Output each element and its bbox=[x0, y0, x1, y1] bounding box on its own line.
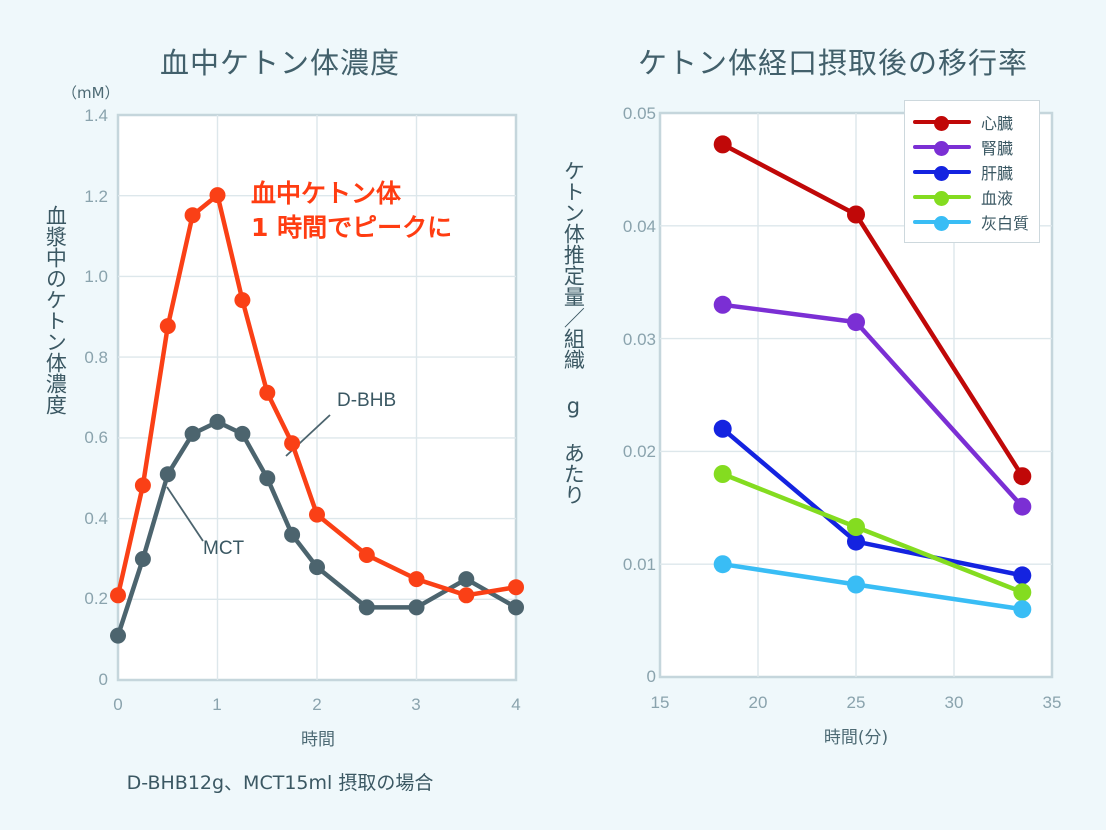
right-chart-legend: 心臓 腎臓 肝臓 血液 bbox=[904, 100, 1041, 243]
left-ytick-1.2: 1.2 bbox=[84, 187, 108, 206]
right-ytick-0.01: 0.01 bbox=[622, 555, 656, 574]
left-series-dbhb-points bbox=[110, 187, 524, 604]
right-ytick-0.03: 0.03 bbox=[622, 330, 656, 349]
left-series-mct-points bbox=[110, 413, 524, 644]
left-xtick-4: 4 bbox=[511, 695, 521, 714]
legend-label-blood: 血液 bbox=[981, 188, 1014, 208]
right-series-kidney bbox=[713, 295, 1032, 516]
left-mct-leader-line bbox=[166, 486, 204, 542]
right-ytick-0.02: 0.02 bbox=[622, 442, 656, 461]
left-series-mct bbox=[110, 413, 524, 644]
right-series-liver bbox=[713, 419, 1032, 585]
legend-key-heart-icon bbox=[913, 114, 971, 131]
left-chart-svg bbox=[110, 113, 524, 682]
left-series-dbhb bbox=[110, 187, 524, 604]
left-unit-label: （mM） bbox=[62, 84, 120, 102]
right-chart-title: ケトン体経口摂取後の移行率 bbox=[637, 46, 1028, 80]
legend-key-graymatter-icon bbox=[913, 214, 971, 231]
right-series-graymatter-points bbox=[713, 555, 1032, 619]
right-xtick-35: 35 bbox=[1042, 693, 1062, 712]
right-x-axis-title: 時間(分) bbox=[823, 728, 889, 748]
left-ytick-0: 0 bbox=[98, 670, 108, 689]
left-ytick-0.8: 0.8 bbox=[84, 348, 108, 367]
left-xtick-1: 1 bbox=[212, 695, 222, 714]
right-series-graymatter bbox=[713, 555, 1032, 619]
left-ytick-1.0: 1.0 bbox=[84, 267, 108, 286]
right-series-blood-points bbox=[713, 465, 1032, 602]
legend-key-kidney-icon bbox=[913, 139, 971, 156]
left-ytick-0.2: 0.2 bbox=[84, 589, 108, 608]
legend-item-kidney[interactable]: 腎臓 bbox=[913, 134, 1029, 159]
right-xtick-30: 30 bbox=[944, 693, 964, 712]
right-series-liver-points bbox=[713, 419, 1032, 585]
legend-item-heart[interactable]: 心臓 bbox=[913, 109, 1029, 134]
legend-label-liver: 肝臓 bbox=[981, 163, 1014, 183]
left-x-axis-title: 時間 bbox=[301, 730, 335, 750]
right-series-heart-points bbox=[713, 135, 1032, 486]
left-chart-caption: D-BHB12g、MCT15ml 摂取の場合 bbox=[126, 772, 434, 794]
legend-item-graymatter[interactable]: 灰白質 bbox=[913, 209, 1029, 234]
left-ytick-0.6: 0.6 bbox=[84, 428, 108, 447]
right-ytick-0.04: 0.04 bbox=[622, 217, 656, 236]
left-xtick-0: 0 bbox=[113, 695, 123, 714]
left-chart-panel: 血中ケトン体濃度 （mM） 血漿中のケトン体濃度 1.4 1.2 1.0 0.8… bbox=[43, 46, 524, 794]
legend-item-blood[interactable]: 血液 bbox=[913, 184, 1029, 209]
left-ytick-0.4: 0.4 bbox=[84, 509, 108, 528]
right-xtick-15: 15 bbox=[650, 693, 670, 712]
legend-key-liver-icon bbox=[913, 164, 971, 181]
right-y-axis-title: ケトン体推定量／組織 g あたり bbox=[561, 160, 586, 505]
left-ytick-1.4: 1.4 bbox=[84, 106, 108, 125]
legend-label-kidney: 腎臓 bbox=[981, 138, 1014, 158]
left-annotation-line-2: 1 時間でピークに bbox=[251, 213, 453, 242]
left-chart-title: 血中ケトン体濃度 bbox=[159, 46, 400, 80]
right-chart-panel: ケトン体経口摂取後の移行率 ケトン体推定量／組織 g あたり 0.05 0.04… bbox=[560, 0, 1106, 830]
right-series-kidney-points bbox=[713, 295, 1032, 516]
legend-label-graymatter: 灰白質 bbox=[981, 213, 1030, 233]
left-label-mct: MCT bbox=[203, 538, 245, 559]
legend-key-blood-icon bbox=[913, 189, 971, 206]
right-ytick-0: 0 bbox=[646, 667, 656, 686]
legend-label-heart: 心臓 bbox=[981, 113, 1014, 133]
left-xtick-2: 2 bbox=[312, 695, 322, 714]
left-xtick-3: 3 bbox=[411, 695, 421, 714]
left-annotation-line-1: 血中ケトン体 bbox=[251, 179, 402, 208]
right-series-heart bbox=[713, 135, 1032, 486]
right-series-blood bbox=[713, 465, 1032, 602]
right-xtick-25: 25 bbox=[846, 693, 866, 712]
right-xtick-20: 20 bbox=[748, 693, 768, 712]
legend-item-liver[interactable]: 肝臓 bbox=[913, 159, 1029, 184]
right-ytick-0.05: 0.05 bbox=[622, 104, 656, 123]
left-label-dbhb: D-BHB bbox=[337, 390, 397, 411]
left-y-axis-title: 血漿中のケトン体濃度 bbox=[43, 205, 68, 415]
